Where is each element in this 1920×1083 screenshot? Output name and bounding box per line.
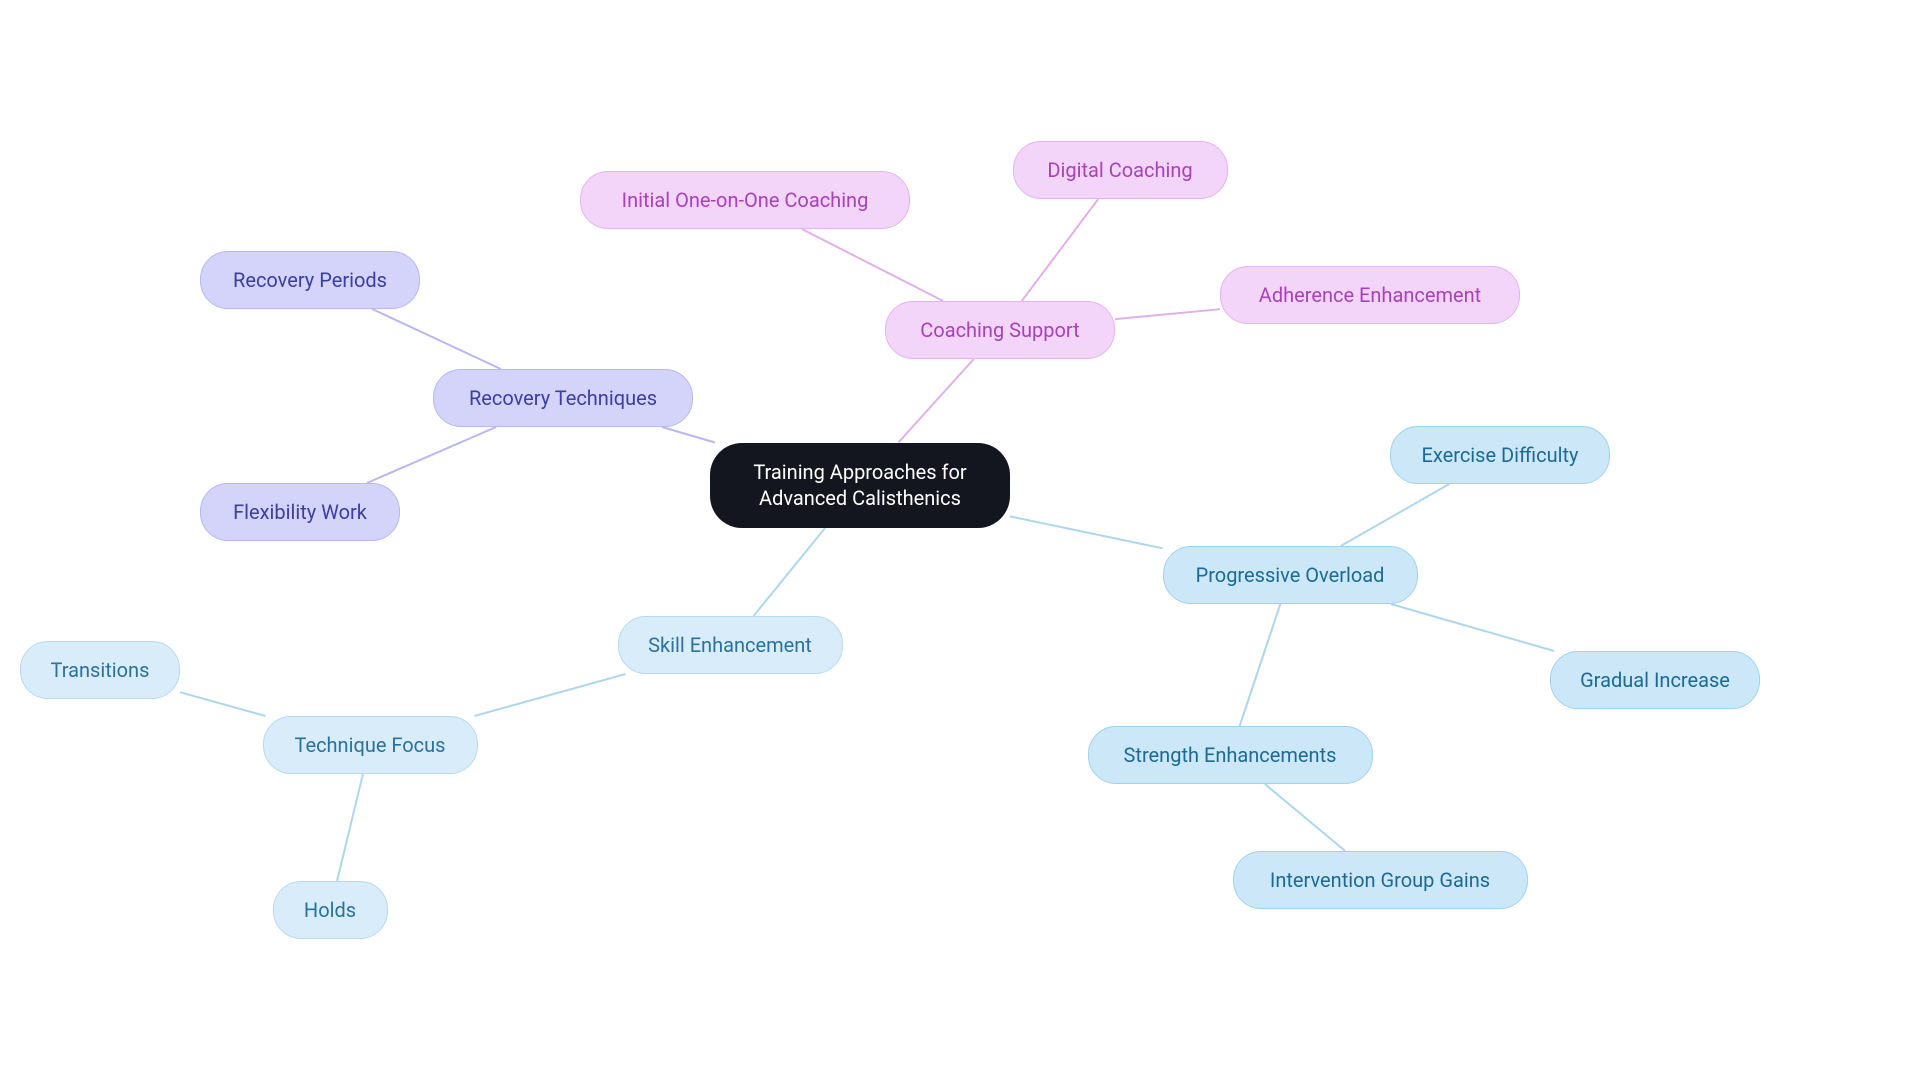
center-node: Training Approaches for Advanced Calisth… (710, 443, 1010, 528)
node-exercise-difficulty: Exercise Difficulty (1390, 426, 1610, 484)
node-flexibility-work: Flexibility Work (200, 483, 400, 541)
node-transitions: Transitions (20, 641, 180, 699)
node-holds: Holds (273, 881, 388, 939)
node-adherence: Adherence Enhancement (1220, 266, 1520, 324)
node-gradual-increase: Gradual Increase (1550, 651, 1760, 709)
node-coaching-support: Coaching Support (885, 301, 1115, 359)
node-skill-enhancement: Skill Enhancement (618, 616, 843, 674)
node-recovery-periods: Recovery Periods (200, 251, 420, 309)
node-intervention-group: Intervention Group Gains (1233, 851, 1528, 909)
node-progressive-overload: Progressive Overload (1163, 546, 1418, 604)
node-digital-coaching: Digital Coaching (1013, 141, 1228, 199)
node-initial-coaching: Initial One-on-One Coaching (580, 171, 910, 229)
node-strength-enhancements: Strength Enhancements (1088, 726, 1373, 784)
node-technique-focus: Technique Focus (263, 716, 478, 774)
node-recovery-techniques: Recovery Techniques (433, 369, 693, 427)
